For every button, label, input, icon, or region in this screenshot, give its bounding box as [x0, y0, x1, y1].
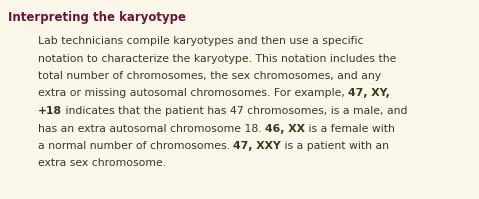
Text: total number of chromosomes, the sex chromosomes, and any: total number of chromosomes, the sex chr…: [38, 71, 381, 81]
Text: is a female with: is a female with: [305, 124, 395, 134]
Text: has an extra autosomal chromosome 18.: has an extra autosomal chromosome 18.: [38, 124, 265, 134]
Text: 47, XY,: 47, XY,: [348, 89, 390, 99]
Text: Interpreting the karyotype: Interpreting the karyotype: [8, 11, 186, 24]
Text: 46, XX: 46, XX: [265, 124, 305, 134]
Text: extra sex chromosome.: extra sex chromosome.: [38, 158, 166, 169]
Text: +18: +18: [38, 106, 62, 116]
Text: a normal number of chromosomes.: a normal number of chromosomes.: [38, 141, 233, 151]
Text: indicates that the patient has 47 chromosomes, is a male, and: indicates that the patient has 47 chromo…: [62, 106, 408, 116]
Text: 47, XXY: 47, XXY: [233, 141, 281, 151]
Text: notation to characterize the karyotype. This notation includes the: notation to characterize the karyotype. …: [38, 54, 397, 63]
Text: is a patient with an: is a patient with an: [281, 141, 389, 151]
Text: Lab technicians compile karyotypes and then use a specific: Lab technicians compile karyotypes and t…: [38, 36, 364, 46]
Text: extra or missing autosomal chromosomes. For example,: extra or missing autosomal chromosomes. …: [38, 89, 348, 99]
